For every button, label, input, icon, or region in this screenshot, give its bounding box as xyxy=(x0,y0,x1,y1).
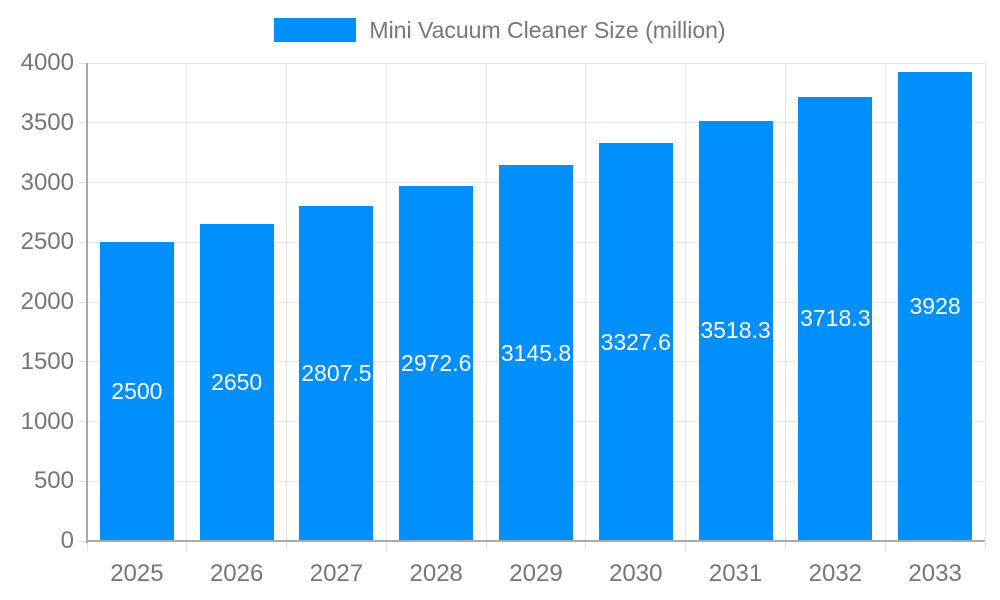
y-axis-tick xyxy=(79,182,87,183)
legend-swatch-icon xyxy=(274,18,357,42)
gridline-vertical xyxy=(186,63,188,541)
bar-value-label: 2500 xyxy=(111,378,163,405)
bar: 2972.6 xyxy=(399,185,474,541)
x-axis-label: 2030 xyxy=(609,560,663,587)
x-axis-label: 2033 xyxy=(908,560,962,587)
bar-value-label: 2972.6 xyxy=(401,349,472,376)
bar-value-label: 2807.5 xyxy=(301,359,372,386)
x-axis-label: 2026 xyxy=(209,560,264,587)
x-axis-tick xyxy=(186,542,188,550)
y-axis-label: 1000 xyxy=(20,407,74,435)
gridline-vertical xyxy=(884,63,886,541)
y-axis-label: 1500 xyxy=(20,347,74,375)
y-axis-label: 4000 xyxy=(20,49,74,76)
gridline-horizontal xyxy=(87,122,985,124)
y-axis-label: 2000 xyxy=(20,288,74,315)
y-axis-tick xyxy=(79,122,87,124)
x-axis-label: 2031 xyxy=(708,560,763,587)
x-axis-label: 2028 xyxy=(409,560,463,587)
x-axis-label: 2025 xyxy=(110,560,164,587)
y-axis-label: 0 xyxy=(60,527,74,554)
x-axis-tick xyxy=(784,542,786,550)
bar: 3518.3 xyxy=(698,120,773,541)
y-axis-tick xyxy=(79,421,87,422)
y-axis-tick xyxy=(79,241,87,243)
bar: 3145.8 xyxy=(499,165,573,541)
y-axis-line xyxy=(86,63,88,543)
y-axis-tick xyxy=(79,62,87,64)
x-axis-label: 2029 xyxy=(509,560,563,587)
bar: 3327.6 xyxy=(598,143,673,541)
gridline-vertical xyxy=(286,63,288,541)
gridline-vertical xyxy=(385,63,387,541)
y-axis-tick xyxy=(79,361,87,363)
bar-value-label: 3518.3 xyxy=(700,317,771,344)
gridline-vertical xyxy=(784,63,786,541)
gridline-horizontal xyxy=(87,62,985,64)
x-axis-tick xyxy=(485,542,487,550)
y-axis-tick xyxy=(79,480,87,482)
gridline-vertical xyxy=(585,63,587,541)
gridline-vertical xyxy=(485,63,487,541)
x-axis-line xyxy=(87,540,985,542)
legend-item[interactable]: Mini Vacuum Cleaner Size (million) xyxy=(0,18,1000,42)
x-axis-label: 2027 xyxy=(309,560,364,587)
y-axis-label: 500 xyxy=(33,467,74,495)
y-axis-label: 3000 xyxy=(20,168,74,196)
x-axis-tick xyxy=(86,542,88,550)
bar-value-label: 3718.3 xyxy=(800,305,871,332)
gridline-vertical xyxy=(984,63,986,541)
bar: 2500 xyxy=(99,242,174,541)
gridline-vertical xyxy=(685,63,687,541)
bar: 3928 xyxy=(898,71,973,541)
y-axis-tick xyxy=(79,301,87,303)
bar-value-label: 3327.6 xyxy=(600,328,671,355)
y-axis-label: 3500 xyxy=(20,108,74,136)
legend-label: Mini Vacuum Cleaner Size (million) xyxy=(369,17,726,43)
x-axis-tick xyxy=(286,542,288,550)
bar: 2807.5 xyxy=(299,205,374,541)
x-axis-tick xyxy=(984,542,986,550)
bar-value-label: 3145.8 xyxy=(500,339,572,366)
bar-value-label: 3928 xyxy=(909,292,961,319)
x-axis-tick xyxy=(884,542,886,550)
bar: 3718.3 xyxy=(798,96,873,541)
x-axis-label: 2032 xyxy=(808,560,863,587)
x-axis-tick xyxy=(585,542,587,550)
bar-value-label: 2650 xyxy=(211,369,263,396)
y-axis-label: 2500 xyxy=(20,228,74,256)
x-axis-tick xyxy=(385,542,387,550)
x-axis-tick xyxy=(685,542,687,550)
y-axis-tick xyxy=(79,540,87,542)
bar: 2650 xyxy=(199,224,274,541)
